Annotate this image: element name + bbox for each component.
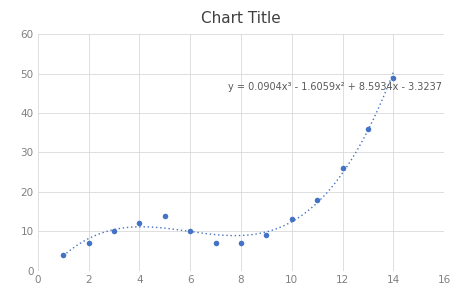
Point bbox=[364, 127, 372, 131]
Point bbox=[110, 229, 118, 234]
Point bbox=[59, 252, 67, 257]
Text: y = 0.0904x³ - 1.6059x² + 8.5934x - 3.3237: y = 0.0904x³ - 1.6059x² + 8.5934x - 3.32… bbox=[228, 82, 442, 92]
Point bbox=[85, 241, 92, 246]
Point bbox=[313, 197, 321, 202]
Point bbox=[263, 233, 270, 238]
Point bbox=[212, 241, 219, 246]
Point bbox=[288, 217, 295, 222]
Point bbox=[136, 221, 143, 226]
Point bbox=[390, 75, 397, 80]
Point bbox=[339, 166, 346, 171]
Point bbox=[161, 213, 169, 218]
Point bbox=[237, 241, 245, 246]
Title: Chart Title: Chart Title bbox=[201, 11, 281, 26]
Point bbox=[186, 229, 194, 234]
